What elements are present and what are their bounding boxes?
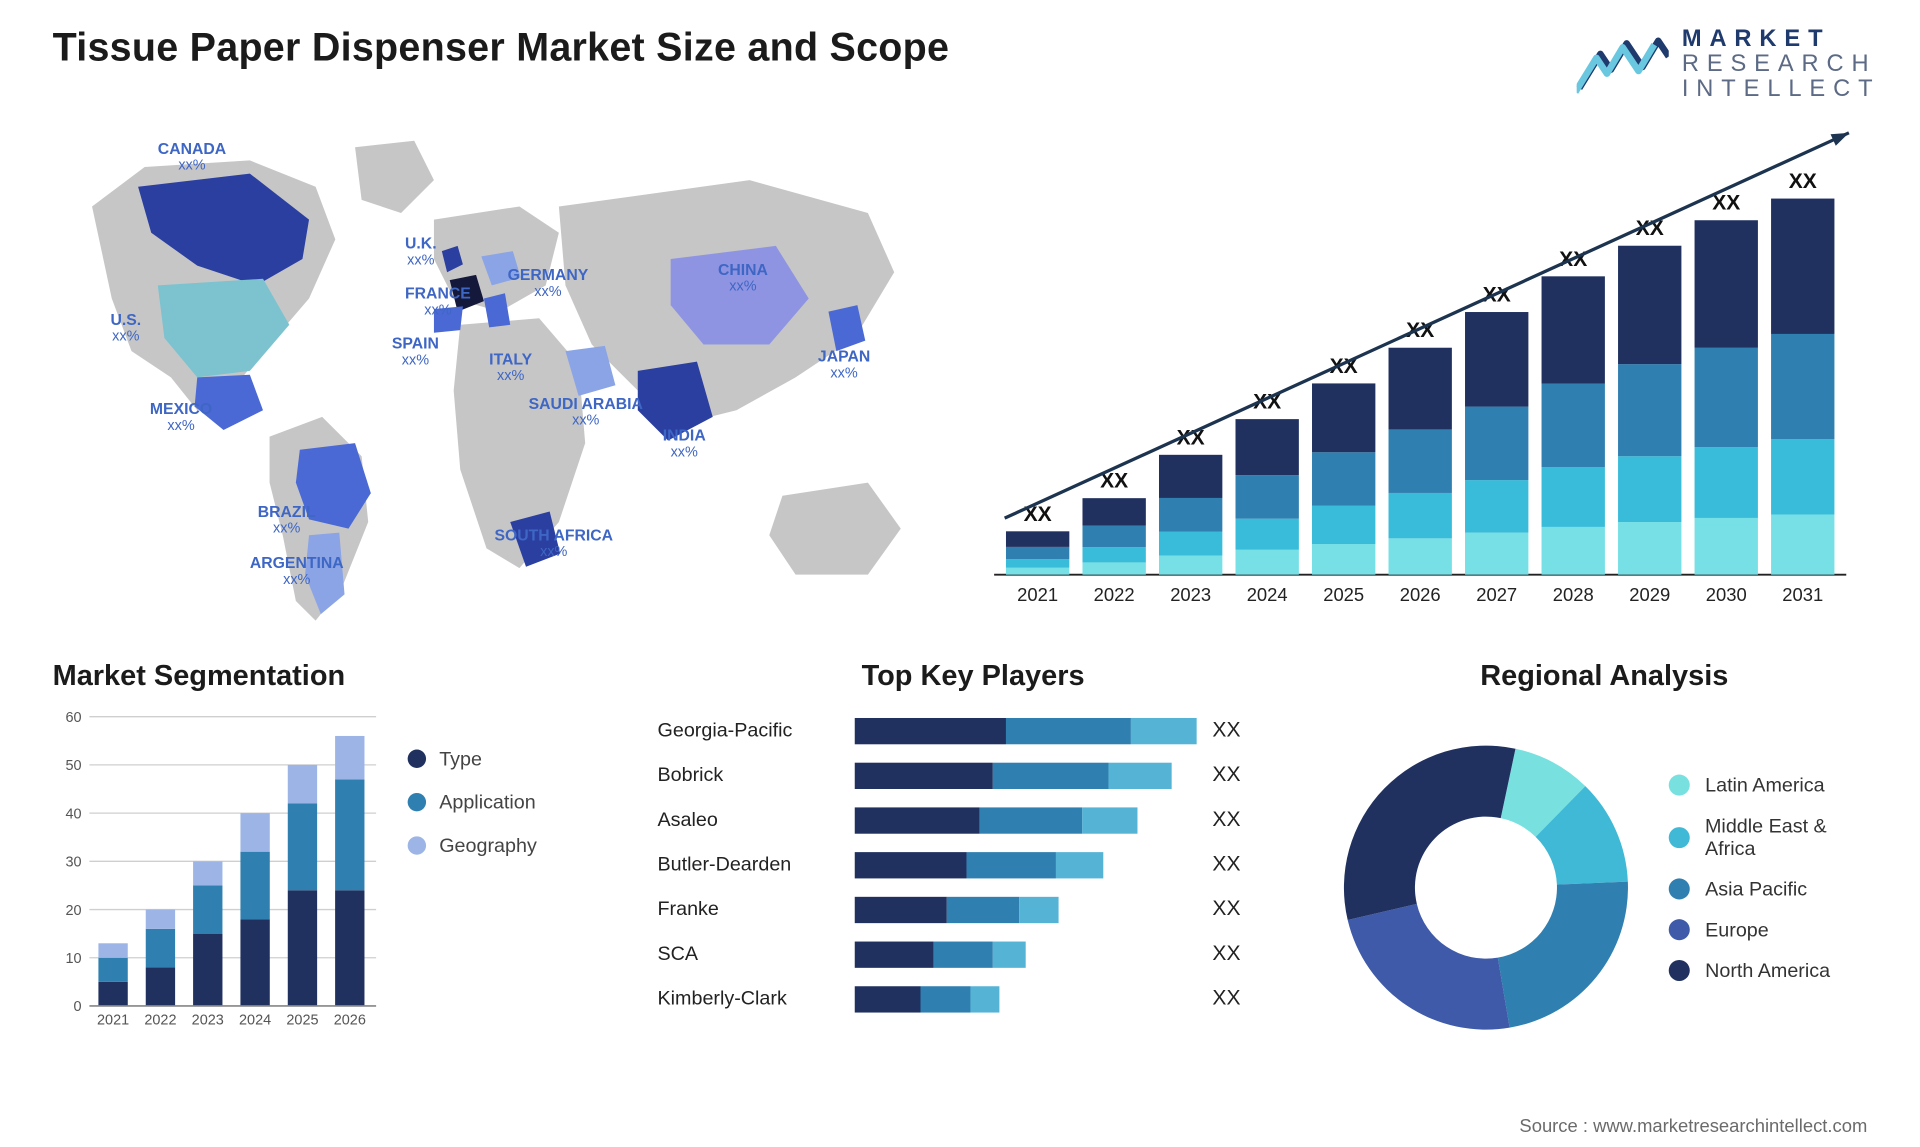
map-label: SAUDI ARABIAxx% bbox=[529, 395, 643, 428]
player-bar bbox=[855, 986, 1197, 1012]
map-label: U.S.xx% bbox=[110, 311, 141, 344]
map-label: FRANCExx% bbox=[405, 285, 471, 318]
svg-text:2024: 2024 bbox=[1247, 584, 1288, 605]
svg-text:XX: XX bbox=[1712, 191, 1740, 214]
svg-text:2027: 2027 bbox=[1476, 584, 1517, 605]
segmentation-panel: Market Segmentation 0 10 20 30 40 50 60 2021 202… bbox=[53, 658, 618, 1066]
legend-item: Type bbox=[408, 748, 537, 770]
segmentation-legend: Type Application Geography bbox=[408, 708, 537, 878]
regional-panel: Regional Analysis Latin America Middle Ea… bbox=[1328, 658, 1880, 1066]
logo: MARKET RESEARCH INTELLECT bbox=[1577, 26, 1881, 101]
players-title: Top Key Players bbox=[658, 658, 1289, 692]
player-name: Franke bbox=[658, 898, 855, 920]
svg-text:60: 60 bbox=[65, 710, 81, 726]
player-name: Georgia-Pacific bbox=[658, 720, 855, 742]
player-name: Butler-Dearden bbox=[658, 854, 855, 876]
regional-donut bbox=[1328, 729, 1642, 1045]
player-value: XX bbox=[1212, 808, 1240, 832]
svg-text:XX: XX bbox=[1789, 170, 1817, 193]
svg-text:2024: 2024 bbox=[239, 1012, 271, 1028]
svg-text:2025: 2025 bbox=[286, 1012, 318, 1028]
svg-text:2031: 2031 bbox=[1782, 584, 1823, 605]
regional-title: Regional Analysis bbox=[1328, 658, 1880, 692]
svg-text:2023: 2023 bbox=[192, 1012, 224, 1028]
player-name: Bobrick bbox=[658, 764, 855, 786]
player-bar bbox=[855, 762, 1197, 788]
growth-bar-chart: XX2021XX2022XX2023XX2024XX2025XX2026XX20… bbox=[973, 114, 1880, 640]
map-label: CANADAxx% bbox=[158, 140, 226, 173]
svg-text:2023: 2023 bbox=[1170, 584, 1211, 605]
map-label: U.K.xx% bbox=[405, 235, 437, 268]
svg-text:2028: 2028 bbox=[1553, 584, 1594, 605]
segmentation-title: Market Segmentation bbox=[53, 658, 618, 692]
svg-text:2026: 2026 bbox=[334, 1012, 366, 1028]
player-name: Asaleo bbox=[658, 809, 855, 831]
map-label: SOUTH AFRICAxx% bbox=[494, 527, 613, 560]
player-row: Asaleo XX bbox=[658, 798, 1289, 843]
player-bar bbox=[855, 941, 1197, 967]
legend-item: Asia Pacific bbox=[1668, 878, 1880, 900]
page-title: Tissue Paper Dispenser Market Size and S… bbox=[53, 26, 950, 71]
legend-item: North America bbox=[1668, 960, 1880, 982]
player-value: XX bbox=[1212, 898, 1240, 922]
svg-text:10: 10 bbox=[65, 951, 81, 967]
world-map: CANADAxx% U.S.xx% MEXICOxx% BRAZILxx% ARGENT… bbox=[53, 114, 974, 640]
svg-text:40: 40 bbox=[65, 806, 81, 822]
map-label: ITALYxx% bbox=[489, 351, 532, 384]
player-value: XX bbox=[1212, 853, 1240, 877]
svg-text:2025: 2025 bbox=[1323, 584, 1364, 605]
map-label: BRAZILxx% bbox=[258, 503, 316, 536]
player-row: Kimberly-Clark XX bbox=[658, 977, 1289, 1022]
svg-text:2026: 2026 bbox=[1400, 584, 1441, 605]
player-value: XX bbox=[1212, 987, 1240, 1011]
player-bar bbox=[855, 852, 1197, 878]
svg-text:2030: 2030 bbox=[1706, 584, 1747, 605]
legend-item: Application bbox=[408, 791, 537, 813]
map-label: ARGENTINAxx% bbox=[250, 554, 344, 587]
player-row: Georgia-Pacific XX bbox=[658, 708, 1289, 753]
player-bar bbox=[855, 807, 1197, 833]
svg-text:20: 20 bbox=[65, 902, 81, 918]
player-value: XX bbox=[1212, 764, 1240, 788]
svg-text:2029: 2029 bbox=[1629, 584, 1670, 605]
legend-item: Europe bbox=[1668, 919, 1880, 941]
map-label: GERMANYxx% bbox=[508, 267, 589, 300]
svg-text:50: 50 bbox=[65, 758, 81, 774]
source-label: Source : www.marketresearchintellect.com bbox=[1519, 1115, 1867, 1136]
player-row: Bobrick XX bbox=[658, 753, 1289, 798]
player-name: SCA bbox=[658, 943, 855, 965]
svg-text:30: 30 bbox=[65, 854, 81, 870]
svg-text:2022: 2022 bbox=[144, 1012, 176, 1028]
player-row: Butler-Dearden XX bbox=[658, 842, 1289, 887]
legend-item: Middle East & Africa bbox=[1668, 815, 1880, 860]
segmentation-chart: 0 10 20 30 40 50 60 2021 2022 2023 2024 2025 2026 bbox=[53, 708, 382, 1037]
legend-item: Latin America bbox=[1668, 774, 1880, 796]
player-name: Kimberly-Clark bbox=[658, 988, 855, 1010]
map-label: INDIAxx% bbox=[663, 427, 706, 460]
map-label: CHINAxx% bbox=[718, 261, 768, 294]
logo-line2: RESEARCH bbox=[1682, 51, 1881, 76]
svg-text:2021: 2021 bbox=[1017, 584, 1058, 605]
player-row: Franke XX bbox=[658, 887, 1289, 932]
map-label: MEXICOxx% bbox=[150, 401, 212, 434]
player-value: XX bbox=[1212, 942, 1240, 966]
logo-line1: MARKET bbox=[1682, 26, 1881, 51]
player-bar bbox=[855, 896, 1197, 922]
map-label: JAPANxx% bbox=[818, 348, 870, 381]
regional-legend: Latin America Middle East & Africa Asia Pa… bbox=[1668, 774, 1880, 1000]
logo-mark-icon bbox=[1577, 31, 1669, 97]
logo-line3: INTELLECT bbox=[1682, 76, 1881, 101]
svg-text:0: 0 bbox=[73, 999, 81, 1015]
legend-item: Geography bbox=[408, 835, 537, 857]
players-panel: Top Key Players Georgia-PacificXXBobrick… bbox=[658, 658, 1289, 1066]
player-value: XX bbox=[1212, 719, 1240, 743]
svg-text:2022: 2022 bbox=[1094, 584, 1135, 605]
map-label: SPAINxx% bbox=[392, 335, 439, 368]
player-bar bbox=[855, 718, 1197, 744]
svg-text:2021: 2021 bbox=[97, 1012, 129, 1028]
player-row: SCA XX bbox=[658, 932, 1289, 977]
